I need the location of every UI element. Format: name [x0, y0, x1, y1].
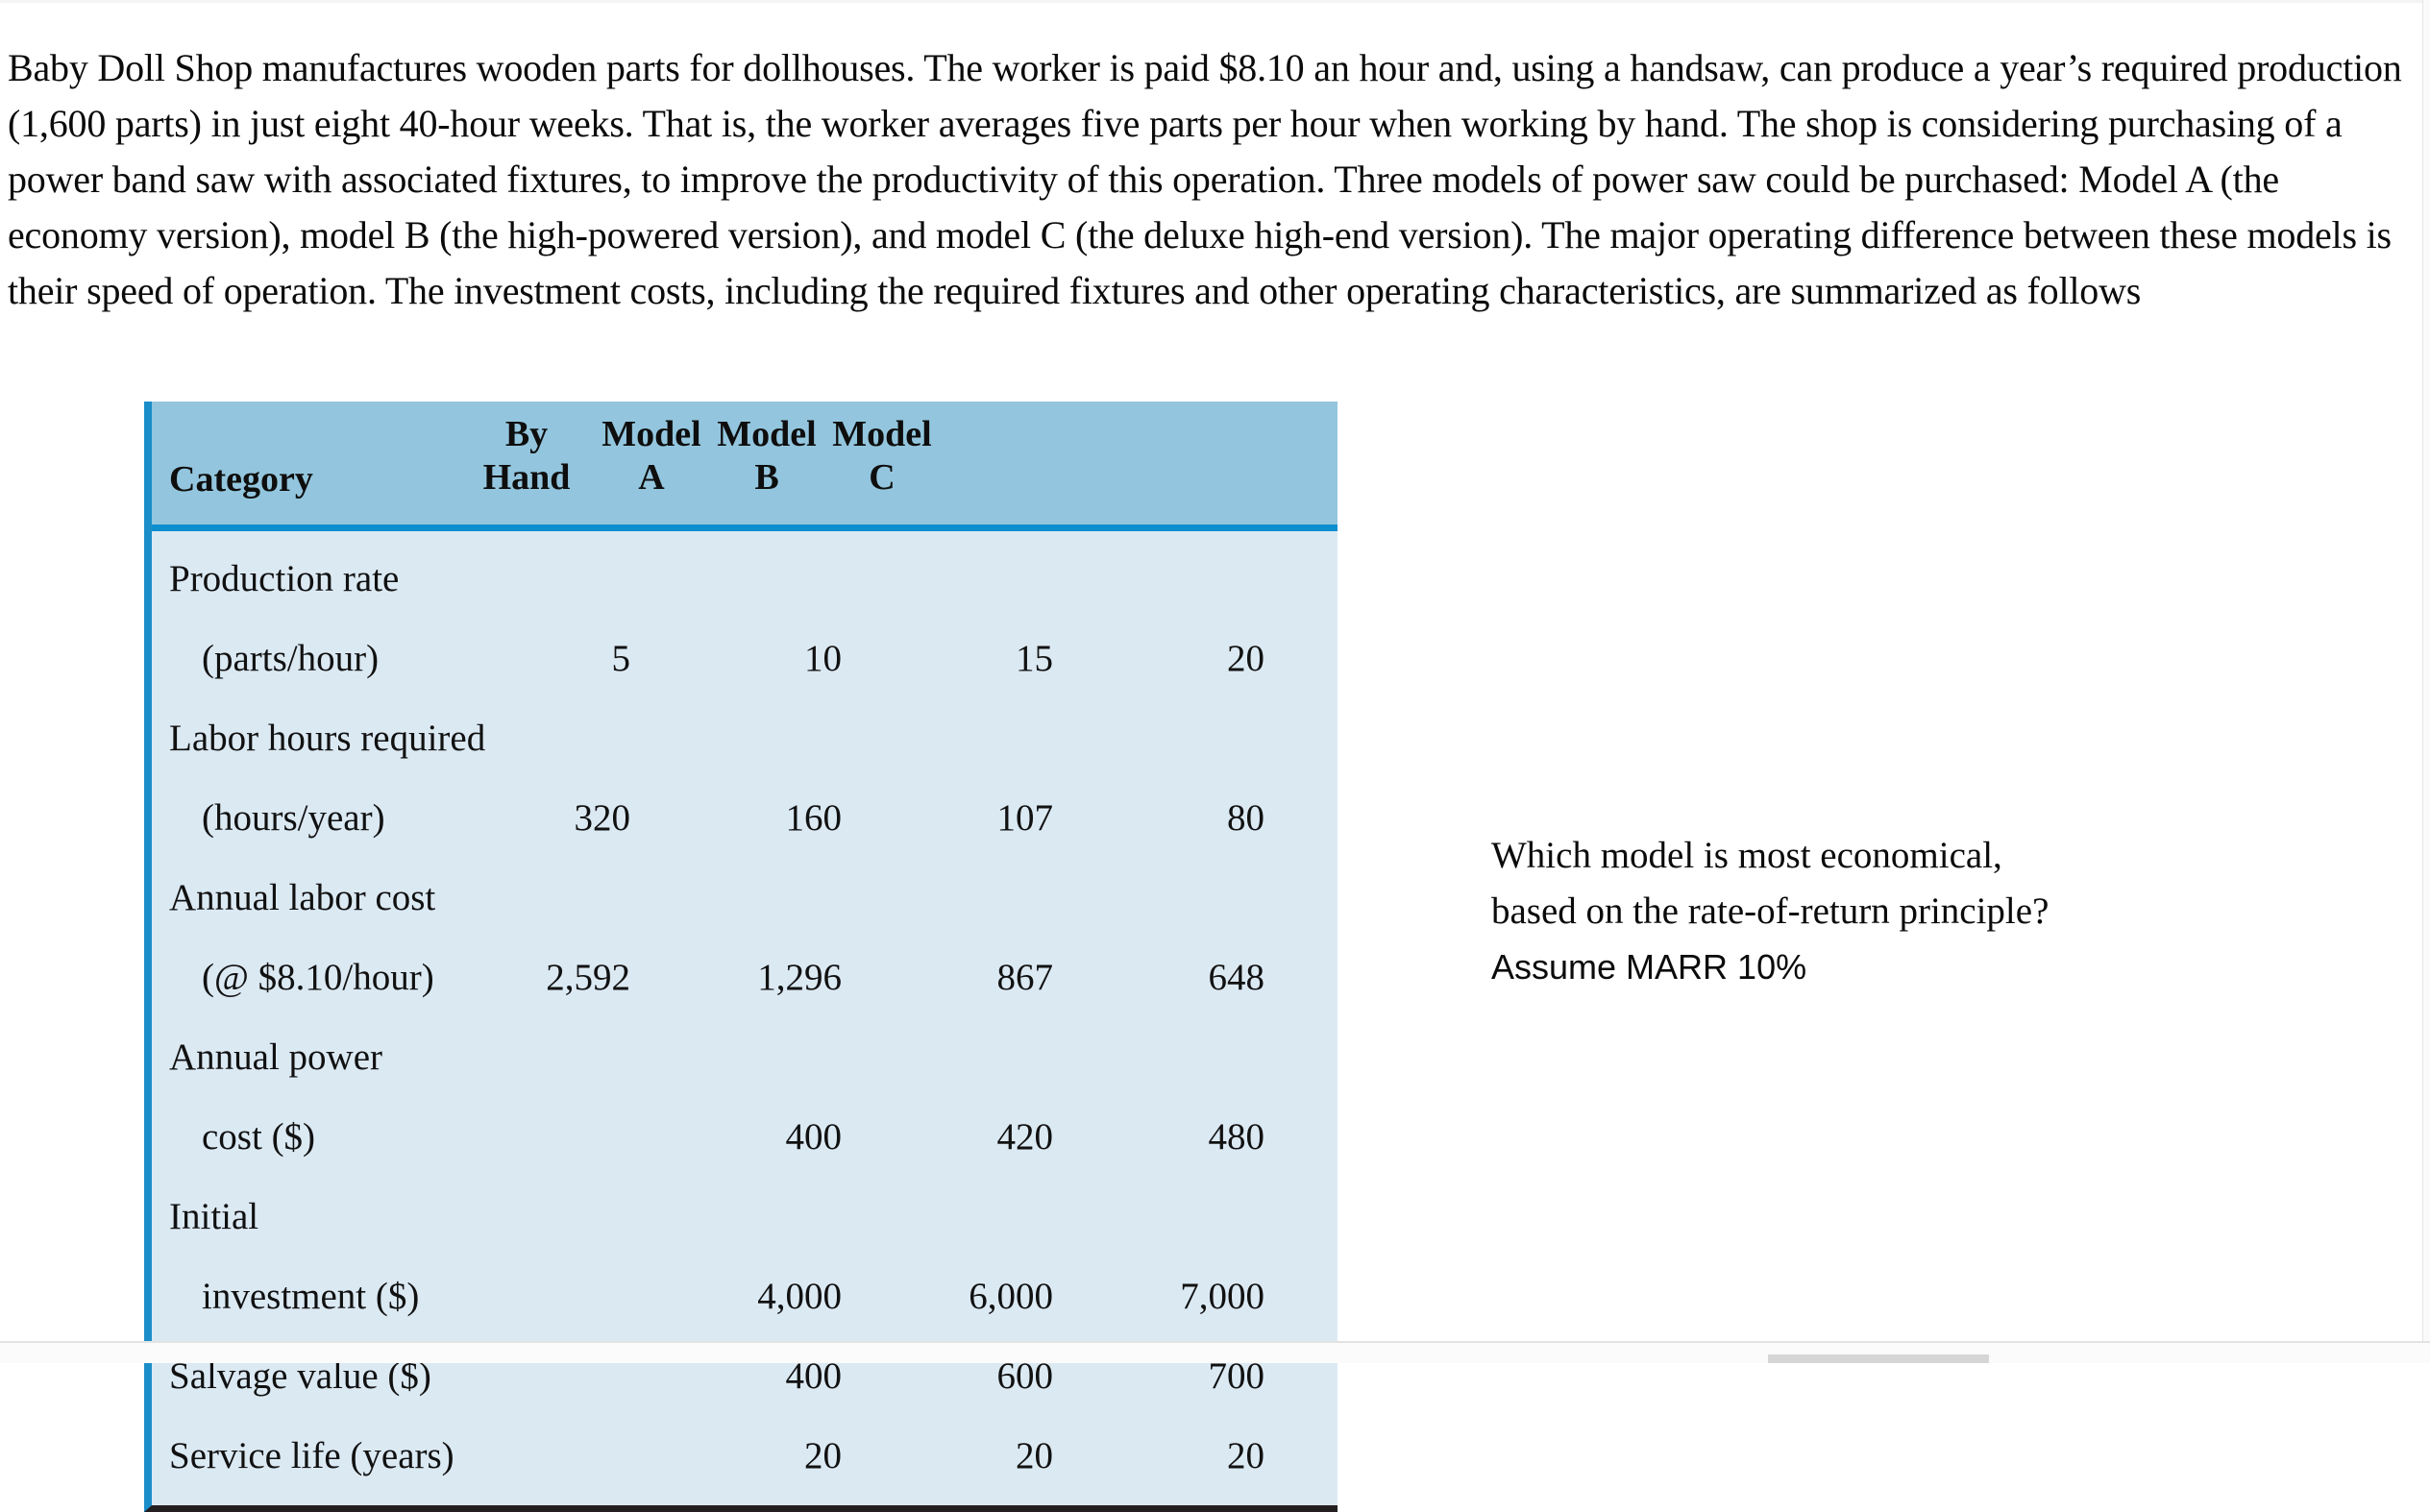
- row-label-line1: Labor hours required: [169, 718, 486, 759]
- row-label-annual-labor-cost: Annual labor cost (@ $8.10/hour): [169, 858, 435, 1017]
- row-label-line1: Annual labor cost: [169, 877, 436, 918]
- row-label-labor-hours-required: Labor hours required (hours/year): [169, 698, 485, 858]
- row-label-line2: (parts/hour): [202, 638, 380, 679]
- column-header-model-b-line1: Model: [717, 414, 817, 454]
- cell-model-b: 6,000: [969, 1276, 1053, 1317]
- table-row: Annual power cost ($) 400 420 480: [152, 1017, 1338, 1177]
- column-header-by-hand-line1: By: [504, 414, 549, 454]
- cell-by-hand: [469, 1256, 680, 1336]
- cell-model-b: 107: [996, 797, 1054, 839]
- question-line-1: Which model is most economical,: [1491, 835, 2002, 876]
- cell-model-c: 20: [1227, 1435, 1264, 1476]
- row-label-service-life: Service life (years): [169, 1416, 454, 1496]
- cell-model-c: 7,000: [1180, 1276, 1264, 1317]
- cell-by-hand: 320: [574, 797, 631, 839]
- table-row: Initial investment ($) 4,000 6,000 7,000: [152, 1177, 1338, 1336]
- cell-model-c: 80: [1227, 797, 1264, 839]
- row-label-line2: (@ $8.10/hour): [202, 957, 434, 998]
- page-top-edge: [0, 0, 2430, 3]
- row-values: 320 160 107 80: [469, 778, 1314, 858]
- table-row: Service life (years) 20 20 20: [152, 1416, 1338, 1496]
- column-header-model-c-line1: Model: [832, 414, 932, 454]
- table-row: Production rate (parts/hour) 5 10 15 20: [152, 539, 1338, 698]
- page-bottom-toolbar-chip[interactable]: [1768, 1354, 1989, 1363]
- cell-model-a: 10: [804, 638, 842, 679]
- cell-model-c: 480: [1208, 1116, 1265, 1158]
- row-label-line1: Production rate: [169, 558, 400, 599]
- row-label-line1: Service life (years): [169, 1435, 454, 1476]
- cell-model-a: 160: [785, 797, 843, 839]
- column-header-model-a-line2: A: [638, 457, 665, 498]
- cell-model-a: 400: [785, 1116, 843, 1158]
- cell-by-hand: [469, 1416, 680, 1496]
- question-prompt: Which model is most economical, based on…: [1491, 828, 2356, 995]
- column-header-model-a-line1: Model: [601, 414, 701, 454]
- row-label-line2: (hours/year): [202, 797, 385, 839]
- page-bottom-divider: [0, 1341, 2430, 1343]
- row-values: 4,000 6,000 7,000: [469, 1256, 1314, 1336]
- cell-model-a: 4,000: [757, 1276, 842, 1317]
- column-header-model-c-line2: C: [869, 457, 896, 498]
- cell-model-b: 15: [1016, 638, 1053, 679]
- column-header-model-a: Model A: [555, 413, 748, 500]
- row-label-annual-power-cost: Annual power cost ($): [169, 1017, 382, 1177]
- row-label-production-rate: Production rate (parts/hour): [169, 539, 399, 698]
- cell-model-b: 20: [1016, 1435, 1053, 1476]
- cell-model-b: 867: [996, 957, 1054, 998]
- cell-model-c: 648: [1208, 957, 1265, 998]
- cell-model-a: 20: [804, 1435, 842, 1476]
- table-row: Labor hours required (hours/year) 320 16…: [152, 698, 1338, 858]
- row-label-line2: cost ($): [202, 1116, 316, 1158]
- table-header-row: Category By Hand Model A Model B Model C: [152, 402, 1338, 531]
- row-values: 2,592 1,296 867 648: [469, 938, 1314, 1017]
- row-values: 400 420 480: [469, 1097, 1314, 1177]
- row-values: 20 20 20: [469, 1416, 1314, 1496]
- cell-model-c: 20: [1227, 638, 1264, 679]
- row-values: 5 10 15 20: [469, 619, 1314, 698]
- cell-model-a: 1,296: [757, 957, 842, 998]
- question-line-2: based on the rate-of-return principle?: [1491, 890, 2050, 932]
- page-bottom-strip: [0, 1343, 2430, 1363]
- page-right-scroll-edge[interactable]: [2422, 0, 2430, 1341]
- column-header-by-hand: By Hand: [440, 413, 613, 500]
- cell-by-hand: 2,592: [546, 957, 630, 998]
- cell-model-b: 420: [996, 1116, 1054, 1158]
- table-row: Annual labor cost (@ $8.10/hour) 2,592 1…: [152, 858, 1338, 1017]
- question-line-3-marr: Assume MARR 10%: [1491, 947, 1807, 987]
- column-header-category: Category: [169, 459, 313, 500]
- row-label-line1: Annual power: [169, 1036, 383, 1078]
- column-header-model-c: Model C: [786, 413, 978, 500]
- column-header-model-b: Model B: [671, 413, 863, 500]
- row-label-line2: investment ($): [202, 1276, 420, 1317]
- problem-statement-paragraph: Baby Doll Shop manufactures wooden parts…: [8, 46, 2402, 312]
- row-label-line1: Initial: [169, 1196, 259, 1237]
- cell-by-hand: [469, 1097, 680, 1177]
- row-label-initial-investment: Initial investment ($): [169, 1177, 419, 1336]
- cell-by-hand: 5: [611, 638, 631, 679]
- column-header-model-b-line2: B: [754, 457, 779, 498]
- column-header-by-hand-line2: Hand: [482, 457, 571, 498]
